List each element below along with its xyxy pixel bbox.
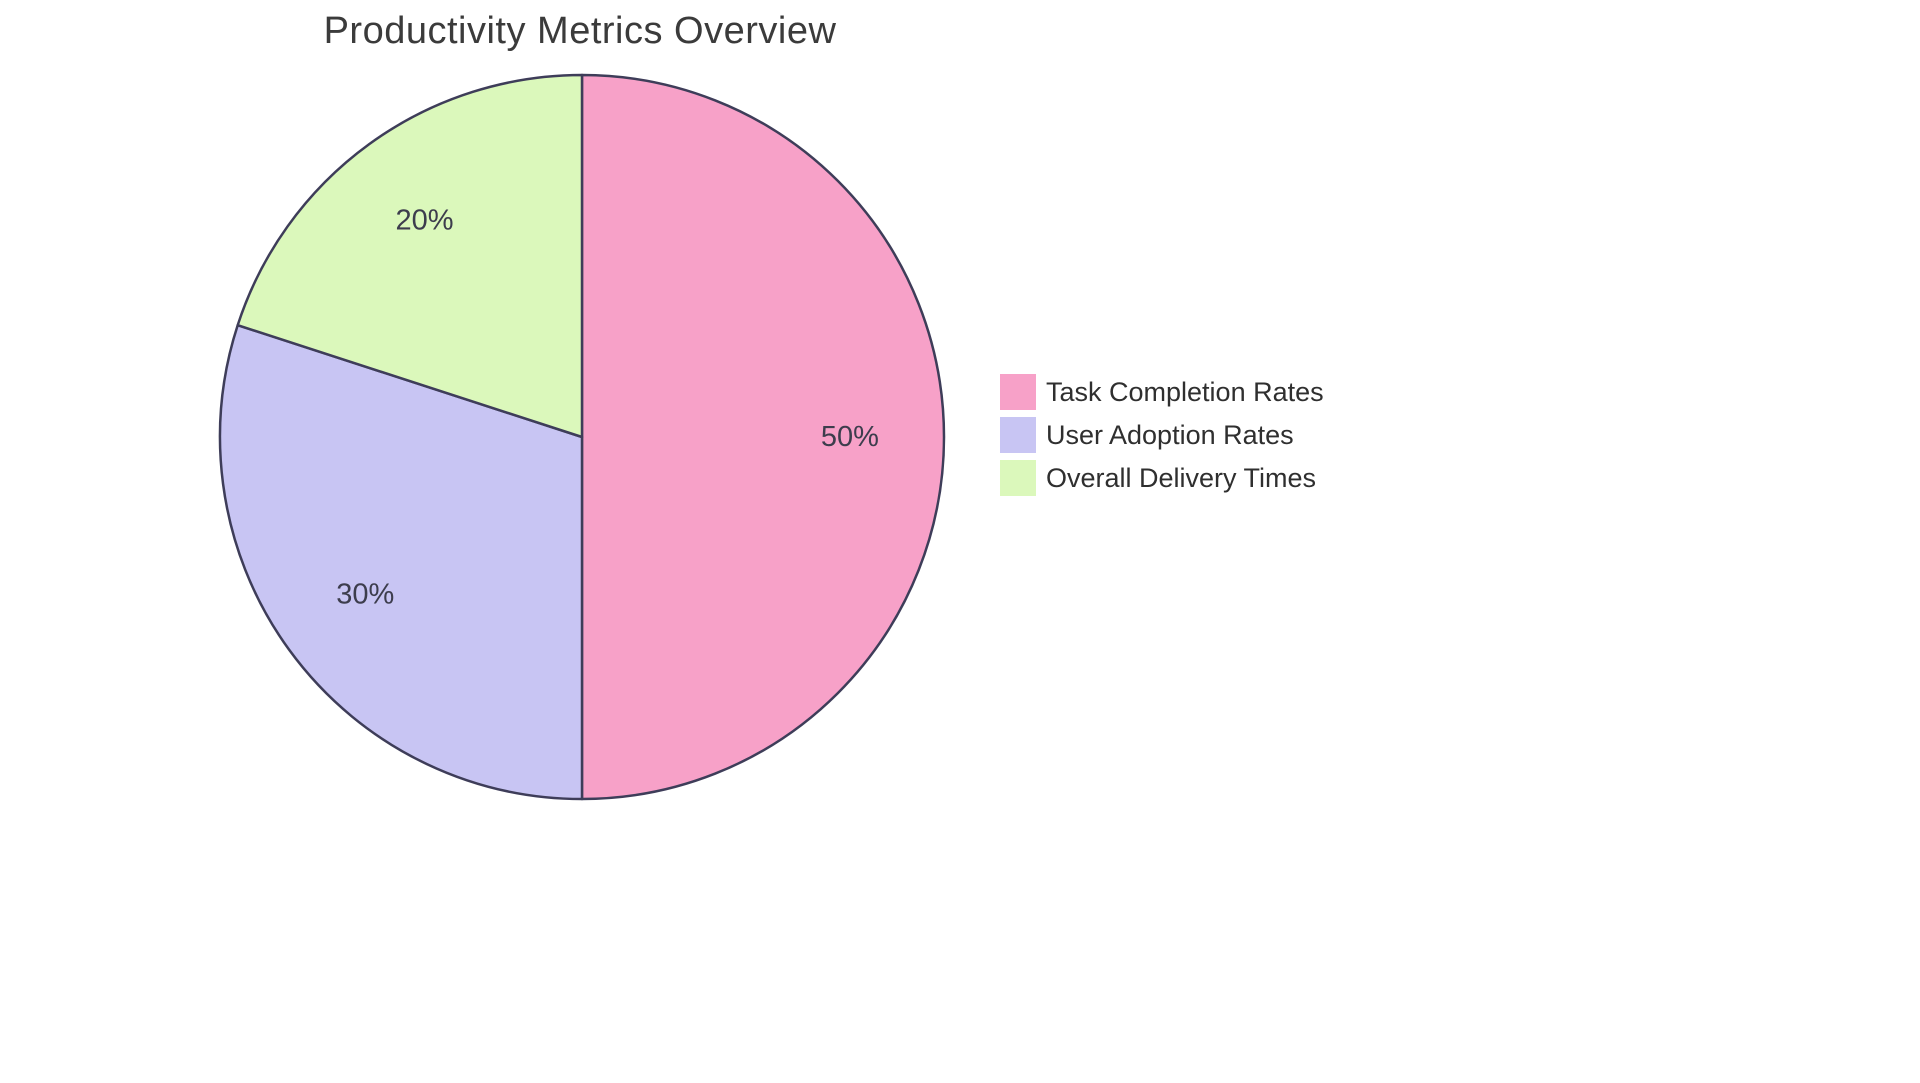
legend-label-task-completion-rates: Task Completion Rates	[1046, 376, 1324, 407]
chart-title: Productivity Metrics Overview	[323, 10, 837, 52]
pie-slice-user-adoption-rates[interactable]	[218, 323, 584, 801]
legend-swatch-overall-delivery-times	[1000, 460, 1036, 496]
slice-value-label-task-completion-rates: 50%	[821, 421, 879, 453]
legend-label-user-adoption-rates: User Adoption Rates	[1046, 419, 1294, 450]
legend: Task Completion Rates User Adoption Rates…	[1000, 374, 1324, 496]
pie-slice-overall-delivery-times[interactable]	[236, 73, 584, 439]
legend-swatch-user-adoption-rates	[1000, 417, 1036, 453]
pie-slice-task-completion-rates[interactable]	[580, 73, 946, 801]
slice-value-label-overall-delivery-times: 20%	[395, 204, 453, 236]
legend-item-task-completion-rates[interactable]: Task Completion Rates	[1000, 374, 1324, 410]
slice-value-label-user-adoption-rates: 30%	[336, 579, 394, 611]
legend-swatch-task-completion-rates	[1000, 374, 1036, 410]
legend-label-overall-delivery-times: Overall Delivery Times	[1046, 462, 1317, 493]
legend-item-user-adoption-rates[interactable]: User Adoption Rates	[1000, 417, 1324, 453]
legend-item-overall-delivery-times[interactable]: Overall Delivery Times	[1000, 460, 1324, 496]
